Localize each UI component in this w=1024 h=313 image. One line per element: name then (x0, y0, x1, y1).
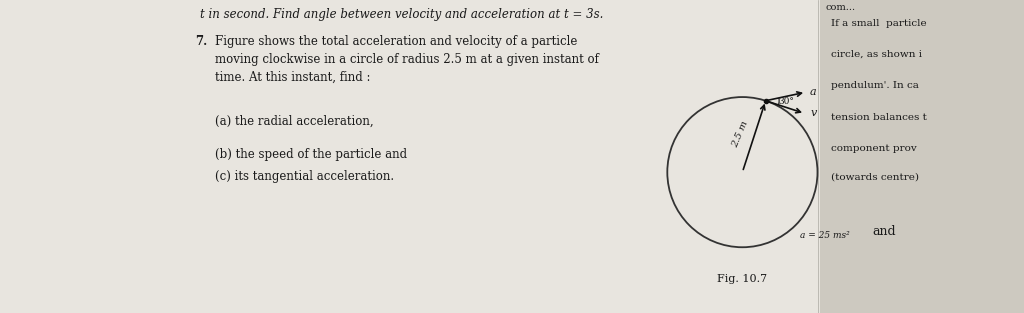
Text: 7.: 7. (195, 35, 207, 48)
Text: tension balances t: tension balances t (831, 113, 928, 122)
Text: moving clockwise in a circle of radius 2.5 m at a given instant of: moving clockwise in a circle of radius 2… (215, 53, 599, 66)
Text: and: and (872, 225, 896, 239)
Text: 2.5 m: 2.5 m (731, 119, 750, 148)
Text: If a small  particle: If a small particle (831, 19, 927, 28)
Text: component prov: component prov (831, 144, 918, 153)
FancyBboxPatch shape (820, 0, 1024, 313)
Text: (a) the radial acceleration,: (a) the radial acceleration, (215, 115, 374, 128)
Text: circle, as shown i: circle, as shown i (831, 50, 923, 59)
Text: (towards centre): (towards centre) (831, 172, 920, 181)
Text: v: v (810, 109, 816, 119)
Text: (b) the speed of the particle and: (b) the speed of the particle and (215, 148, 408, 161)
Text: time. At this instant, find :: time. At this instant, find : (215, 71, 371, 84)
Text: com...: com... (825, 3, 855, 12)
Text: pendulum'. In ca: pendulum'. In ca (831, 81, 920, 90)
Text: a: a (810, 87, 816, 97)
Text: t in second. Find angle between velocity and acceleration at t = 3s.: t in second. Find angle between velocity… (200, 8, 603, 21)
Text: a = 25 ms²: a = 25 ms² (800, 232, 850, 240)
Text: Figure shows the total acceleration and velocity of a particle: Figure shows the total acceleration and … (215, 35, 578, 48)
Text: Fig. 10.7: Fig. 10.7 (718, 274, 767, 284)
Text: (c) its tangential acceleration.: (c) its tangential acceleration. (215, 170, 394, 183)
Text: 30°: 30° (778, 97, 795, 106)
